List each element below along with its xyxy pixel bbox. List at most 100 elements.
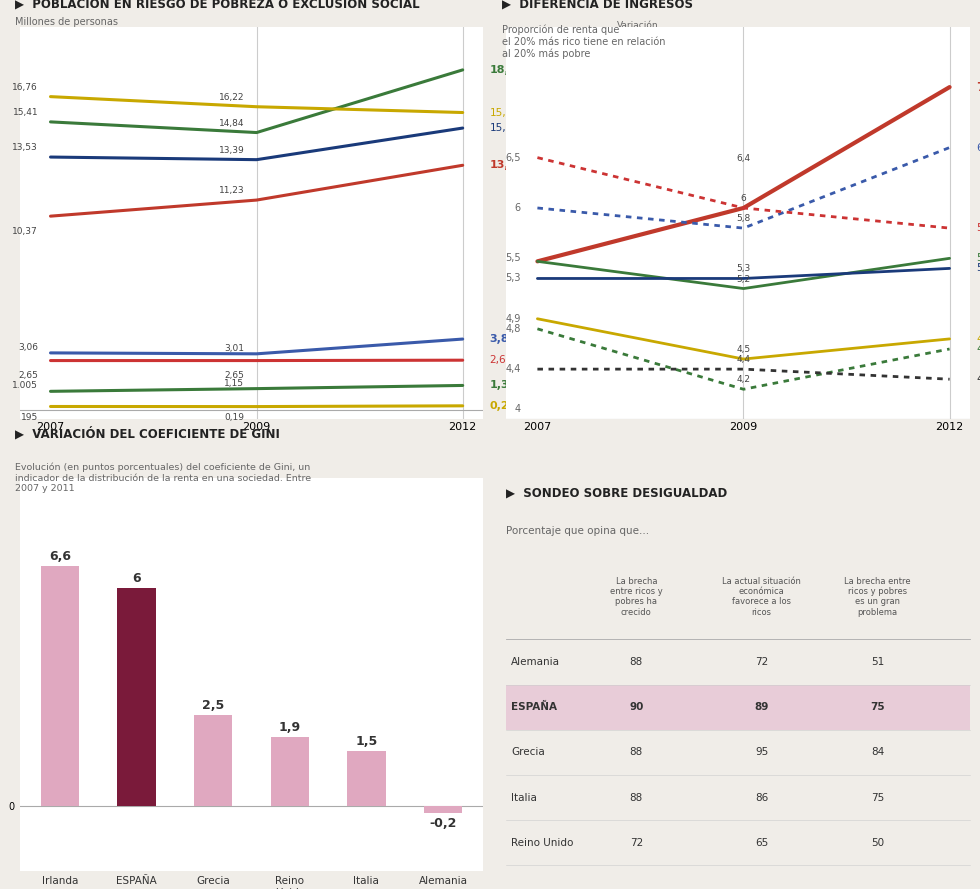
Text: ESPAÑA: ESPAÑA xyxy=(512,702,557,712)
Text: 75: 75 xyxy=(871,793,884,803)
Text: 84: 84 xyxy=(871,748,884,757)
Text: Grecia: Grecia xyxy=(549,334,580,344)
Text: 88: 88 xyxy=(630,793,643,803)
Text: 1.005: 1.005 xyxy=(13,381,38,390)
Text: 15,41: 15,41 xyxy=(13,108,38,117)
Text: 2,67: 2,67 xyxy=(489,356,513,365)
Text: 5,8: 5,8 xyxy=(976,223,980,233)
Text: 6,6: 6,6 xyxy=(976,142,980,153)
Text: 3,06: 3,06 xyxy=(19,343,38,352)
Text: 6,5: 6,5 xyxy=(506,153,521,163)
Text: ESPAÑA: ESPAÑA xyxy=(549,160,587,171)
Text: 72: 72 xyxy=(630,837,643,848)
Text: 16,76: 16,76 xyxy=(13,83,38,92)
Text: Reino Unido: Reino Unido xyxy=(549,123,608,133)
Text: Portugal: Portugal xyxy=(549,356,590,365)
Text: 3,01: 3,01 xyxy=(224,344,244,353)
Text: Reino Unido: Reino Unido xyxy=(512,837,573,848)
Text: 65: 65 xyxy=(755,837,768,848)
Circle shape xyxy=(514,59,761,81)
Text: 72: 72 xyxy=(755,657,768,667)
Text: 4,8: 4,8 xyxy=(506,324,521,334)
Text: –5,1: –5,1 xyxy=(627,108,648,117)
Text: 6: 6 xyxy=(741,194,747,203)
Text: 1,32: 1,32 xyxy=(489,380,516,390)
Text: ▶  DIFERENCIA DE INGRESOS: ▶ DIFERENCIA DE INGRESOS xyxy=(502,0,693,10)
Bar xyxy=(41,565,79,805)
Text: 2,65: 2,65 xyxy=(224,371,244,380)
Bar xyxy=(194,715,232,805)
Text: Alemania: Alemania xyxy=(512,657,561,667)
Text: Irlanda: Irlanda xyxy=(549,380,583,390)
Text: 13,39: 13,39 xyxy=(219,146,244,155)
Text: 13,53: 13,53 xyxy=(13,143,38,152)
Bar xyxy=(118,588,156,805)
Text: 0,19: 0,19 xyxy=(224,413,244,422)
Text: Porcentaje que opina que...: Porcentaje que opina que... xyxy=(507,525,650,535)
Text: 5,4: 5,4 xyxy=(976,263,980,274)
Text: +18,1: +18,1 xyxy=(623,66,653,75)
Text: 88: 88 xyxy=(630,748,643,757)
Text: 1,5: 1,5 xyxy=(356,735,377,749)
Text: 86: 86 xyxy=(755,793,768,803)
Text: 10,37: 10,37 xyxy=(13,227,38,236)
Circle shape xyxy=(514,154,761,177)
Text: Proporción de renta que
el 20% más rico tiene en relación
al 20% más pobre: Proporción de renta que el 20% más rico … xyxy=(502,25,665,59)
Text: Italia: Italia xyxy=(549,65,573,75)
Bar xyxy=(424,805,463,813)
Bar xyxy=(347,751,385,805)
Text: 4,4: 4,4 xyxy=(737,355,751,364)
Text: 195: 195 xyxy=(21,413,38,422)
Text: Millones de personas: Millones de personas xyxy=(15,17,118,27)
Circle shape xyxy=(514,328,761,350)
FancyBboxPatch shape xyxy=(507,685,970,730)
Text: 5,5: 5,5 xyxy=(506,253,521,263)
Circle shape xyxy=(514,395,761,417)
Text: 13,09: 13,09 xyxy=(489,160,524,171)
Text: 6: 6 xyxy=(132,572,141,585)
Text: -0,2: -0,2 xyxy=(429,817,457,830)
Text: 4,2: 4,2 xyxy=(737,375,751,384)
Text: 5,5: 5,5 xyxy=(976,253,980,263)
Text: ▶  SONDEO SOBRE DESIGUALDAD: ▶ SONDEO SOBRE DESIGUALDAD xyxy=(507,486,728,500)
Text: 3,80: 3,80 xyxy=(489,334,516,344)
Text: 51: 51 xyxy=(871,657,884,667)
Text: 15,91: 15,91 xyxy=(489,108,519,117)
Circle shape xyxy=(514,374,761,396)
Text: +11,5: +11,5 xyxy=(623,124,653,132)
Text: +0,5: +0,5 xyxy=(626,356,650,364)
Text: 15,08: 15,08 xyxy=(489,123,519,133)
Text: La brecha entre
ricos y pobres
es un gran
problema: La brecha entre ricos y pobres es un gra… xyxy=(844,577,910,617)
Text: +26,2: +26,2 xyxy=(623,161,653,170)
Text: 11,23: 11,23 xyxy=(219,186,244,196)
Text: 4,4: 4,4 xyxy=(506,364,521,374)
Text: 1,15: 1,15 xyxy=(224,379,244,388)
Text: ▶  POBLACIÓN EN RIESGO DE POBREZA O EXCLUSIÓN SOCIAL: ▶ POBLACIÓN EN RIESGO DE POBREZA O EXCLU… xyxy=(15,0,419,11)
Text: 2,5: 2,5 xyxy=(202,699,224,712)
Text: Italia: Italia xyxy=(512,793,537,803)
Text: 4,7: 4,7 xyxy=(976,334,980,344)
Text: 90: 90 xyxy=(629,702,644,712)
Text: 6: 6 xyxy=(514,203,521,213)
Text: 4,5: 4,5 xyxy=(736,345,751,354)
Text: 1,9: 1,9 xyxy=(278,721,301,733)
Text: La actual situación
económica
favorece a los
ricos: La actual situación económica favorece a… xyxy=(722,577,801,617)
Bar xyxy=(270,737,309,805)
Text: Grecia: Grecia xyxy=(512,748,545,757)
Text: 95: 95 xyxy=(755,748,768,757)
Text: 2,65: 2,65 xyxy=(19,371,38,380)
Text: 5,8: 5,8 xyxy=(736,214,751,223)
Text: +23,9: +23,9 xyxy=(623,334,653,343)
Text: 4,6: 4,6 xyxy=(976,344,980,354)
Text: 5,3: 5,3 xyxy=(506,274,521,284)
Text: 16,22: 16,22 xyxy=(219,92,244,102)
Text: Alemania: Alemania xyxy=(549,108,595,117)
Circle shape xyxy=(514,101,761,124)
Text: 89: 89 xyxy=(755,702,768,712)
Text: 0,23: 0,23 xyxy=(489,401,516,411)
Text: Evolución (en puntos porcentuales) del coeficiente de Gini, un
indicador de la d: Evolución (en puntos porcentuales) del c… xyxy=(15,462,311,493)
Text: 6,6: 6,6 xyxy=(49,549,71,563)
Circle shape xyxy=(514,116,761,140)
Text: 88: 88 xyxy=(630,657,643,667)
Text: Chipre: Chipre xyxy=(549,401,581,411)
